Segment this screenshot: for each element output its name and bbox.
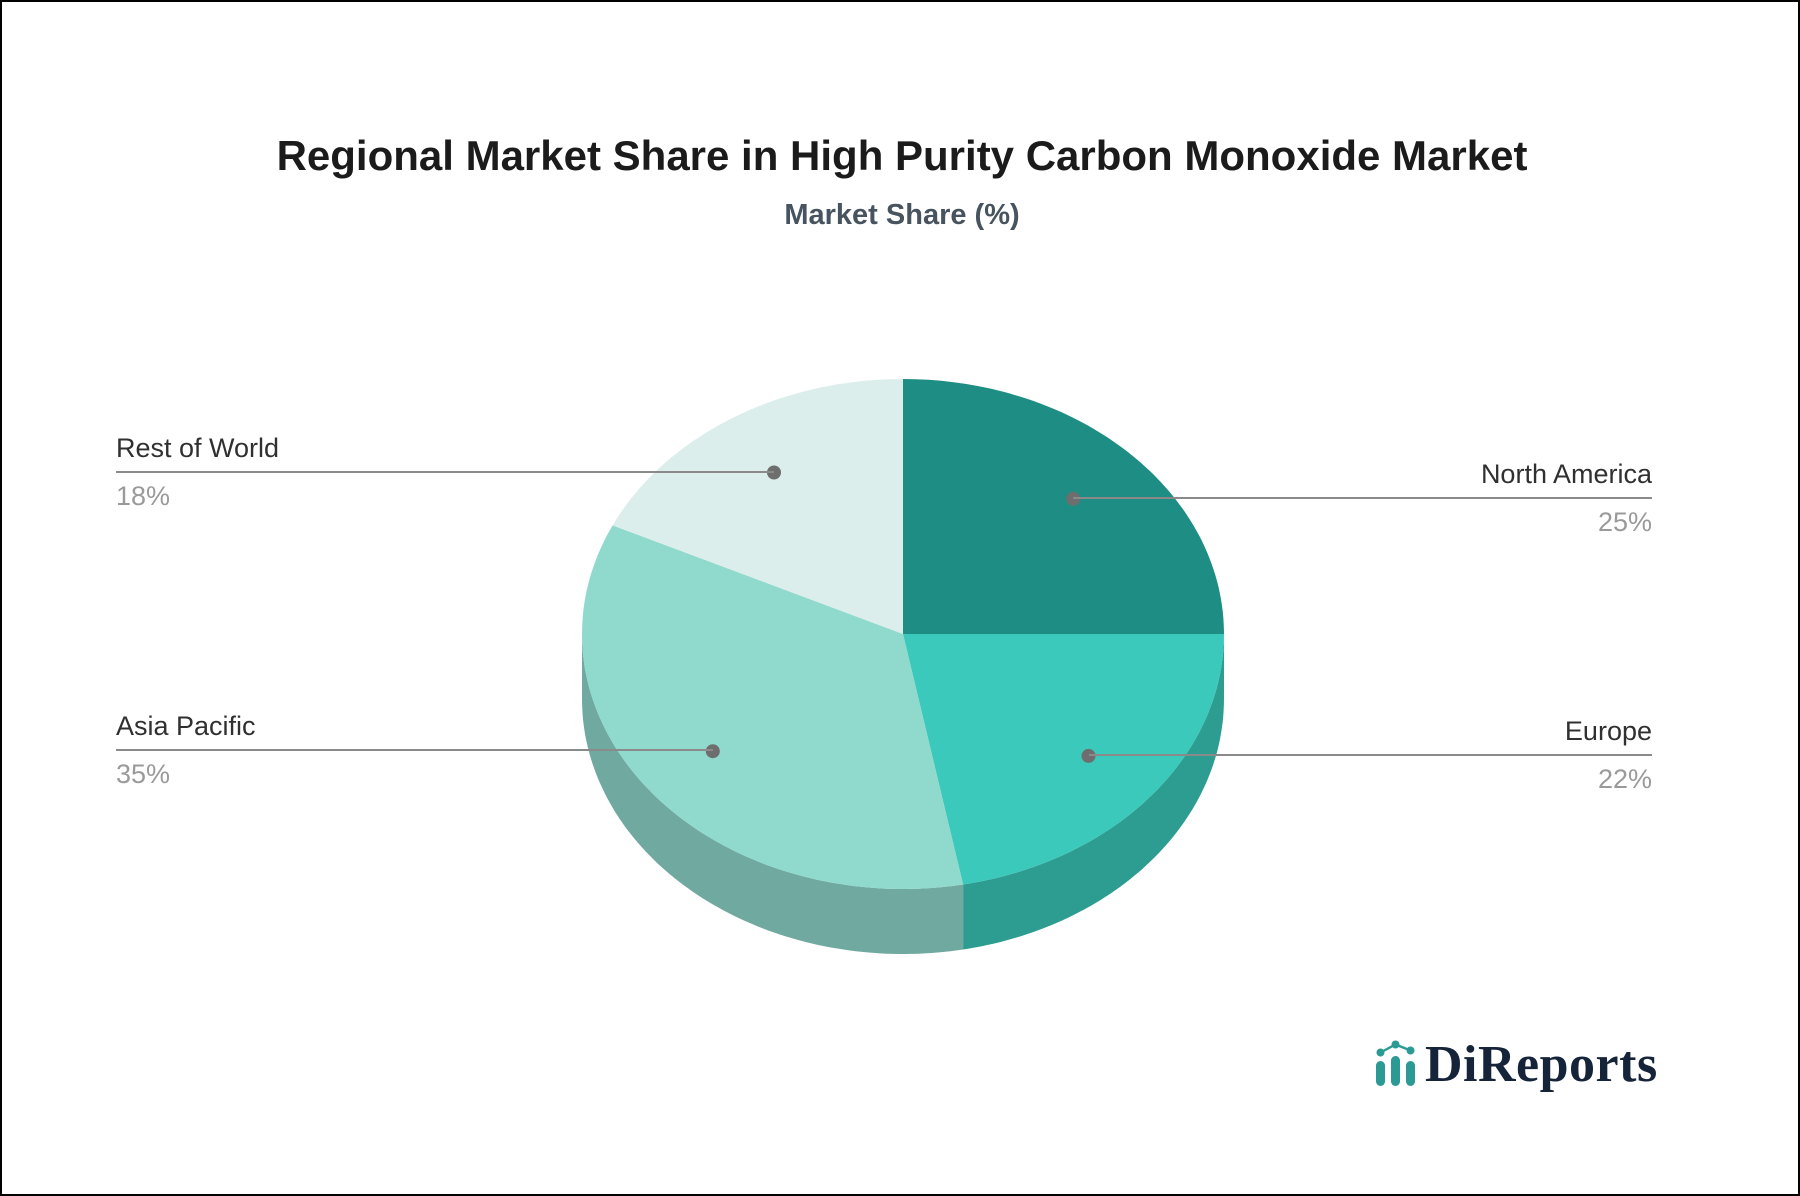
- pie-slice-north-america[interactable]: [903, 379, 1224, 634]
- slice-label: North America: [1073, 458, 1652, 499]
- leader-dot-asia-pacific: [705, 744, 720, 759]
- pie-slice-europe-side: [963, 634, 1224, 950]
- logo-text: DiReports: [1425, 1036, 1658, 1093]
- pie-slice-rest-of-world[interactable]: [612, 379, 903, 634]
- slice-label: Rest of World: [116, 432, 774, 473]
- slice-callout-asia-pacific: Asia Pacific 35%: [116, 710, 713, 790]
- leader-dot-rest-of-world: [767, 465, 781, 480]
- slice-label: Asia Pacific: [116, 710, 713, 751]
- pie-slice-asia-pacific-side: [582, 634, 964, 954]
- bar-chart-trend-icon: [1376, 1040, 1415, 1086]
- slice-value: 35%: [116, 759, 171, 789]
- leader-dot-europe: [1081, 748, 1096, 763]
- chart-subtitle: Market Share (%): [784, 199, 1020, 231]
- slice-callout-rest-of-world: Rest of World 18%: [116, 432, 774, 512]
- slice-callout-north-america: North America 25%: [1073, 458, 1652, 538]
- slice-value: 18%: [116, 481, 171, 511]
- direports-logo: DiReports: [1374, 1036, 1658, 1094]
- chart-title: Regional Market Share in High Purity Car…: [276, 132, 1528, 179]
- slice-label: Europe: [1089, 715, 1652, 756]
- slice-callout-europe: Europe 22%: [1089, 715, 1652, 795]
- pie-slice-europe[interactable]: [903, 634, 1224, 885]
- pie-slice-asia-pacific[interactable]: [582, 525, 964, 889]
- slice-value: 22%: [1597, 764, 1652, 794]
- slice-value: 25%: [1597, 507, 1652, 537]
